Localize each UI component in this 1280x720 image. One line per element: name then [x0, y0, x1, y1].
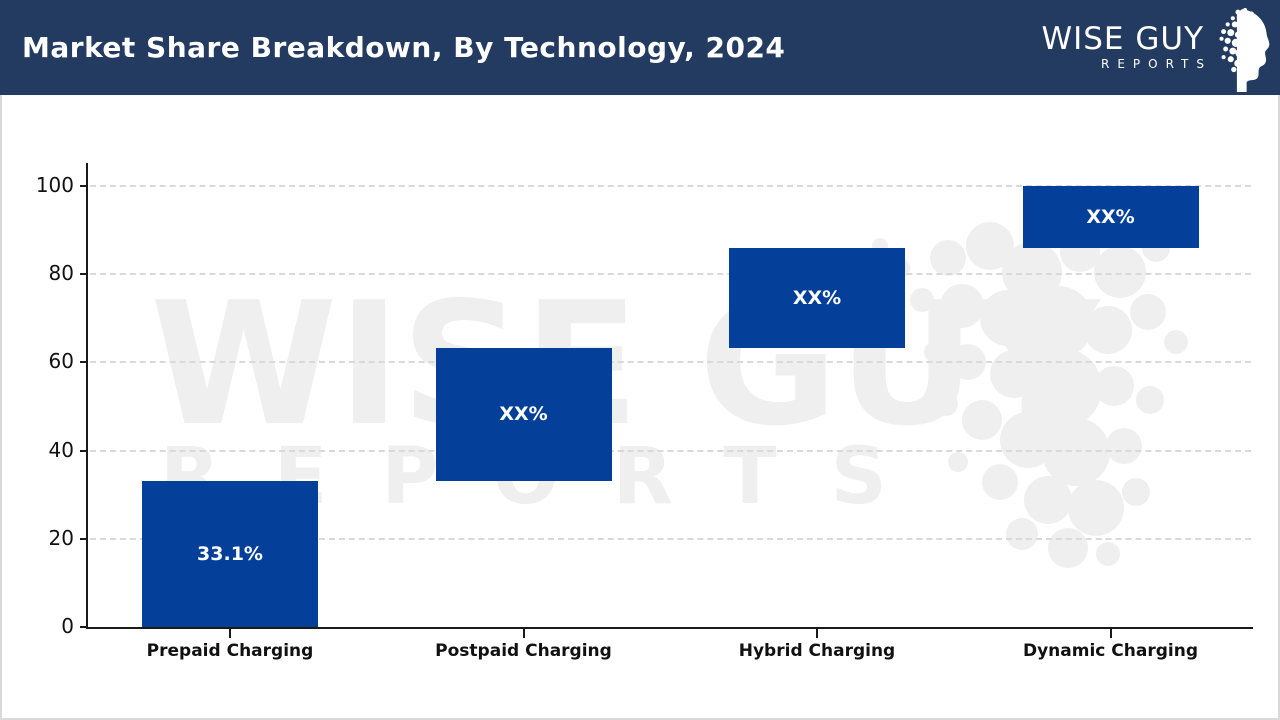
y-axis — [86, 163, 88, 629]
watermark-dot — [934, 392, 958, 416]
bar-prepaid-charging: 33.1% — [142, 481, 318, 627]
y-tick-label: 80 — [48, 261, 74, 286]
gridline-80 — [90, 273, 1251, 276]
x-category-label: Hybrid Charging — [738, 641, 896, 661]
bar-postpaid-charging: XX% — [435, 347, 612, 482]
bar-value-label: XX% — [499, 403, 548, 426]
watermark-dot — [1022, 286, 1094, 358]
chart-title: Market Share Breakdown, By Technology, 2… — [22, 31, 786, 64]
watermark-dot — [962, 400, 1002, 440]
logo-text: WISE GUY REPORTS — [1041, 22, 1204, 71]
watermark-dot — [940, 284, 984, 328]
y-tick-label: 20 — [48, 525, 74, 550]
watermark-dot — [982, 464, 1018, 500]
x-tick-2 — [816, 629, 818, 638]
logo-wordmark: WISE GUY — [1041, 21, 1204, 57]
y-tick-label: 0 — [61, 614, 74, 638]
y-tick-80 — [80, 273, 88, 276]
watermark-dot — [1106, 428, 1142, 464]
watermark-dot — [1122, 478, 1150, 506]
watermark-dot — [930, 240, 966, 276]
logo-subtext: REPORTS — [1100, 57, 1212, 72]
watermark-dot — [1068, 480, 1124, 536]
x-category-label: Dynamic Charging — [1022, 641, 1198, 661]
y-tick-label: 60 — [48, 349, 74, 374]
logo-face-dots — [1219, 8, 1255, 77]
gridline-40 — [90, 449, 1251, 452]
gridline-100 — [90, 185, 1251, 187]
x-axis — [86, 627, 1253, 629]
watermark-dot — [1096, 542, 1120, 566]
watermark-dot — [1094, 246, 1146, 298]
logo-face-icon — [1219, 8, 1270, 92]
x-category-label: Prepaid Charging — [146, 641, 314, 661]
header: Market Share Breakdown, By Technology, 2… — [0, 0, 1280, 95]
watermark-dot — [948, 452, 968, 472]
watermark-dot — [1042, 418, 1110, 486]
gridline-20 — [90, 537, 1251, 540]
bar-value-label: XX% — [1086, 206, 1135, 229]
bar-value-label: XX% — [792, 287, 842, 309]
watermark-dot — [1130, 294, 1166, 330]
y-tick-100 — [80, 185, 88, 187]
x-tick-0 — [229, 629, 231, 638]
y-tick-60 — [80, 361, 88, 364]
watermark-dot — [910, 288, 934, 312]
watermark-dot — [1024, 476, 1072, 524]
bar-value-label: 33.1% — [197, 543, 263, 565]
watermark-dot — [1094, 366, 1134, 406]
gridline-60 — [90, 361, 1251, 364]
y-tick-label: 100 — [35, 173, 74, 197]
x-category-label: Postpaid Charging — [435, 641, 612, 661]
brand-logo: WISE GUY REPORTS — [1024, 0, 1274, 95]
watermark-dot — [1164, 330, 1188, 354]
x-tick-1 — [522, 629, 525, 638]
y-tick-0 — [80, 626, 88, 628]
watermark-dot — [1084, 306, 1132, 354]
y-tick-20 — [80, 537, 88, 540]
y-tick-40 — [80, 449, 88, 452]
watermark-dot — [1048, 528, 1088, 568]
y-tick-label: 40 — [48, 437, 74, 462]
watermark-dot — [1006, 518, 1038, 550]
bar-dynamic-charging: XX% — [1022, 186, 1199, 249]
x-tick-3 — [1109, 629, 1112, 638]
bar-hybrid-charging: XX% — [729, 248, 905, 348]
watermark-dot — [924, 342, 944, 362]
watermark-dot — [1136, 386, 1164, 414]
